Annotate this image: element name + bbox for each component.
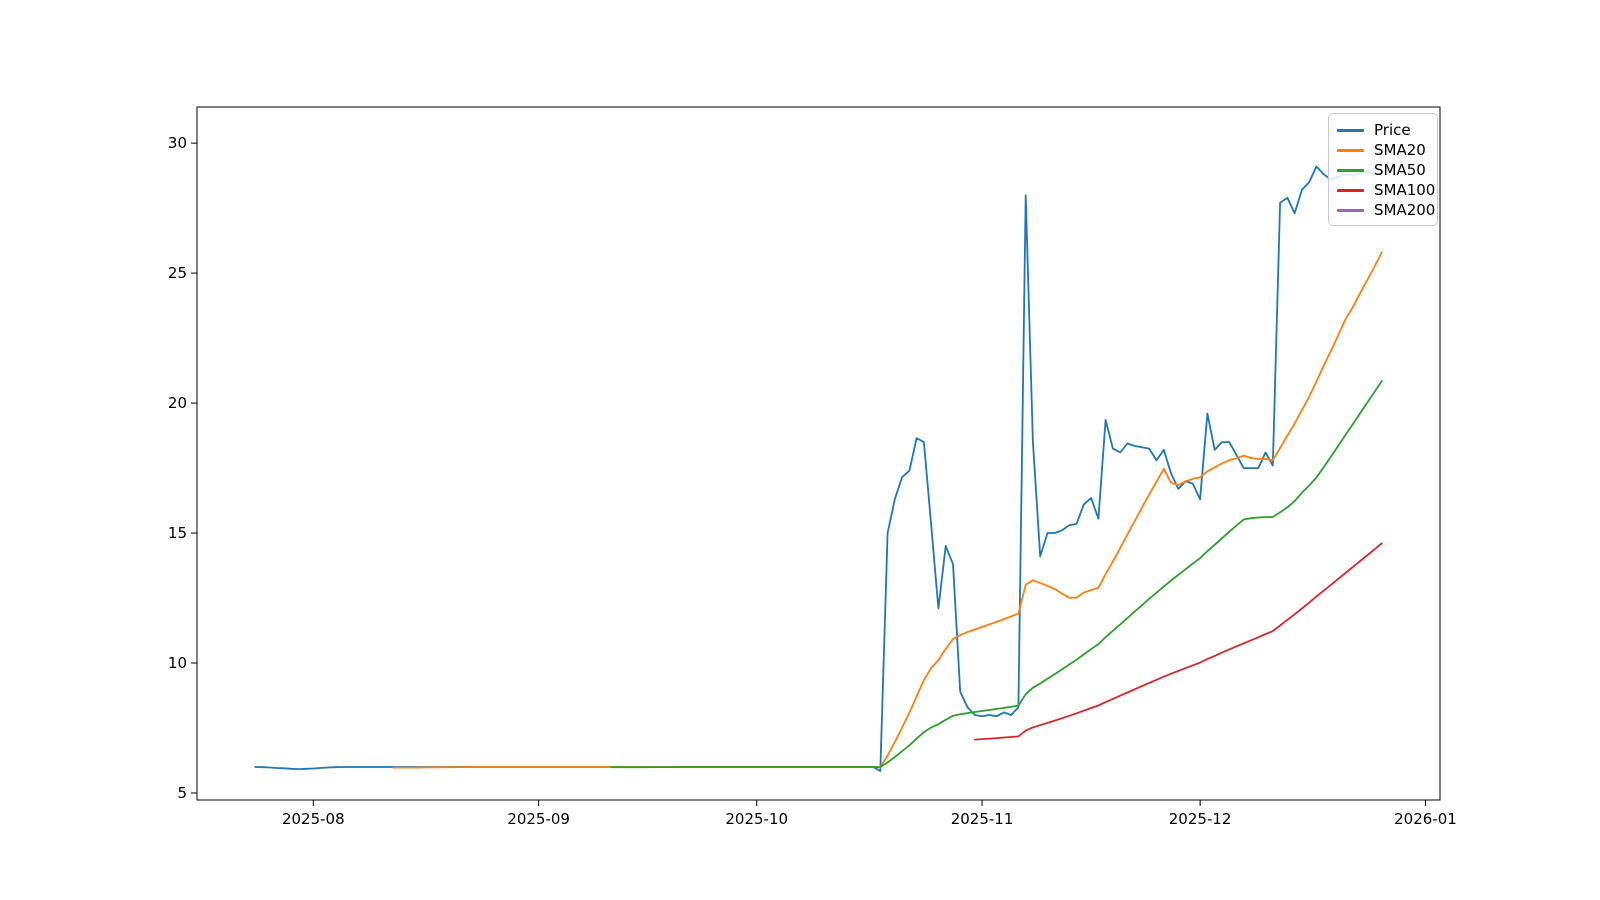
sma20-line xyxy=(392,251,1383,769)
legend-label: SMA100 xyxy=(1374,181,1436,199)
y-tick-label: 5 xyxy=(177,784,187,802)
legend-label: SMA20 xyxy=(1374,141,1426,159)
y-tick-label: 20 xyxy=(168,394,187,412)
x-tick-label: 2026-01 xyxy=(1394,810,1457,828)
legend-item-sma200: SMA200 xyxy=(1337,200,1435,220)
x-tick-label: 2025-09 xyxy=(507,810,570,828)
sma100-line-swatch xyxy=(1337,188,1364,192)
x-tick-label: 2025-08 xyxy=(282,810,345,828)
y-tick-label: 15 xyxy=(168,524,187,542)
sma50-line xyxy=(610,380,1383,769)
legend-label: SMA200 xyxy=(1374,201,1436,219)
legend-item-price: Price xyxy=(1337,120,1430,140)
plot-border xyxy=(196,106,1441,801)
y-tick-label: 25 xyxy=(168,264,187,282)
x-tick-label: 2025-11 xyxy=(951,810,1014,828)
x-axis: 2025-08 2025-09 2025-10 2025-11 2025-12 2026-… xyxy=(282,800,1457,828)
y-axis: 5 10 15 20 25 30 xyxy=(168,134,197,802)
legend-label: SMA50 xyxy=(1374,161,1426,179)
x-tick-label: 2025-12 xyxy=(1169,810,1232,828)
sma200-line-swatch xyxy=(1337,208,1364,212)
plot-series xyxy=(254,165,1383,772)
legend-label: Price xyxy=(1374,121,1411,139)
legend-item-sma100: SMA100 xyxy=(1337,180,1435,200)
sma50-line-swatch xyxy=(1337,168,1364,172)
y-tick-label: 30 xyxy=(168,134,187,152)
sma100-line xyxy=(973,542,1383,741)
legend-item-sma20: SMA20 xyxy=(1337,140,1430,160)
y-tick-label: 10 xyxy=(168,654,187,672)
sma20-line-swatch xyxy=(1337,148,1364,152)
chart-legend: Price SMA20 SMA50 SMA100 SMA200 xyxy=(1328,113,1438,226)
legend-item-sma50: SMA50 xyxy=(1337,160,1430,180)
price-line-swatch xyxy=(1337,128,1364,132)
x-tick-label: 2025-10 xyxy=(725,810,788,828)
